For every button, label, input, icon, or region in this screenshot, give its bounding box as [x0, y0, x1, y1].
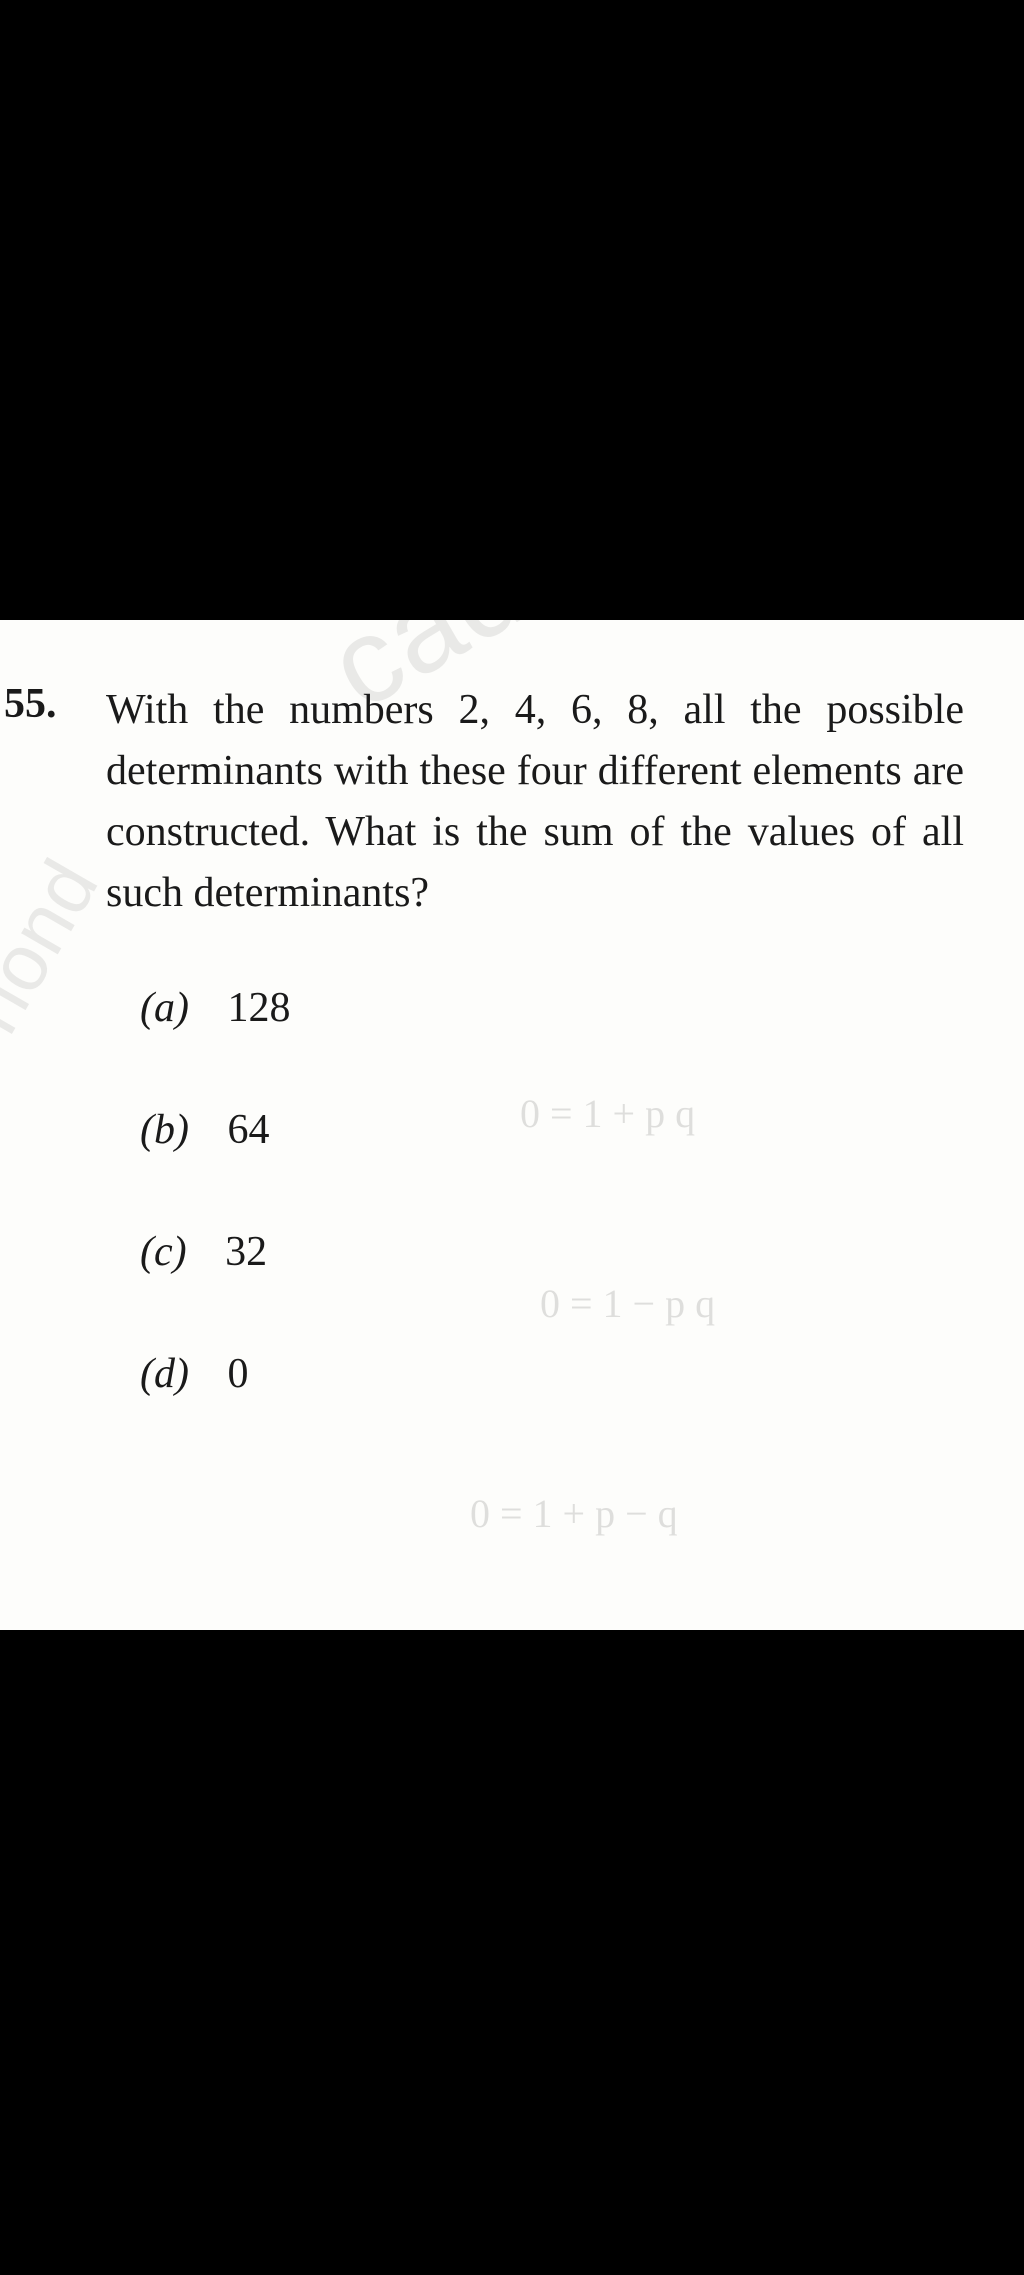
page-root: cader riond 55. With the numbers 2, 4, 6…: [0, 0, 1024, 2275]
option-b: (b) 64: [140, 1106, 974, 1154]
option-d: (d) 0: [140, 1350, 974, 1398]
paper-region: cader riond 55. With the numbers 2, 4, 6…: [0, 620, 1024, 1630]
options-list: (a) 128 (b) 64 (c) 32 (d) 0: [140, 984, 974, 1398]
option-d-label: (d): [140, 1351, 189, 1397]
option-c-value: 32: [225, 1229, 267, 1275]
option-d-value: 0: [227, 1351, 248, 1397]
option-c-label: (c): [140, 1229, 187, 1275]
option-b-label: (b): [140, 1107, 189, 1153]
option-b-value: 64: [227, 1107, 269, 1153]
question-text: With the numbers 2, 4, 6, 8, all the pos…: [106, 680, 964, 924]
question-block: 55. With the numbers 2, 4, 6, 8, all the…: [50, 680, 974, 1398]
option-a-label: (a): [140, 985, 189, 1031]
question-number: 55.: [4, 680, 57, 728]
option-a: (a) 128: [140, 984, 974, 1032]
option-c: (c) 32: [140, 1228, 974, 1276]
option-a-value: 128: [227, 985, 290, 1031]
bleed-through-text-3: 0 = 1 + p − q: [470, 1490, 678, 1537]
